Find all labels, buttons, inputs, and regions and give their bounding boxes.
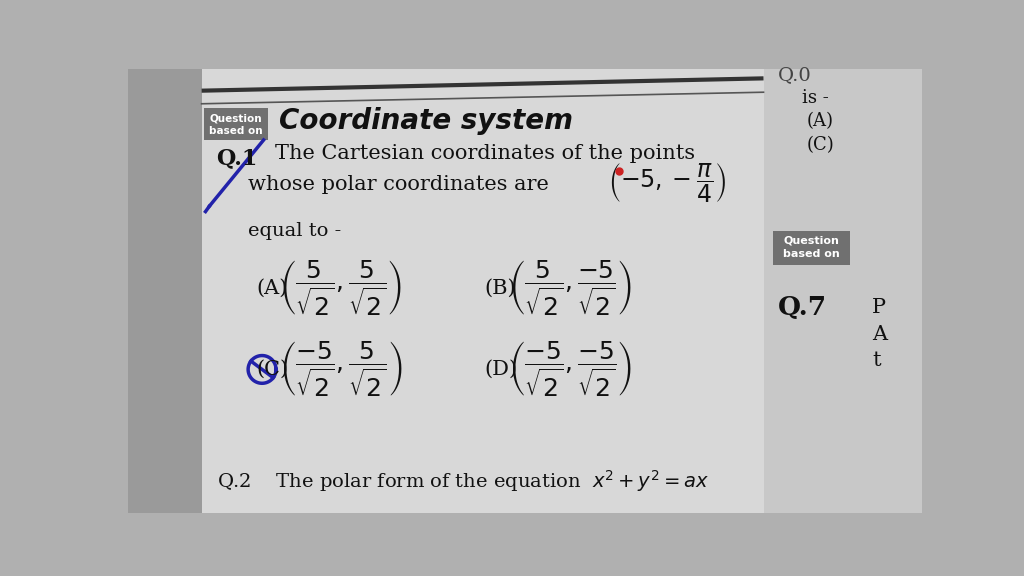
Text: equal to -: equal to - — [248, 222, 341, 240]
Text: $\left(\dfrac{-5}{\sqrt{2}},\dfrac{-5}{\sqrt{2}}\right)$: $\left(\dfrac{-5}{\sqrt{2}},\dfrac{-5}{\… — [508, 340, 632, 399]
Text: (C): (C) — [256, 360, 288, 379]
Text: Q.7: Q.7 — [777, 295, 826, 320]
Text: based on: based on — [209, 126, 262, 136]
Text: A: A — [872, 325, 887, 344]
Text: (B): (B) — [484, 279, 516, 298]
Text: Q.0: Q.0 — [777, 66, 811, 84]
Bar — [204, 108, 267, 140]
Text: Question: Question — [783, 236, 840, 246]
Text: t: t — [872, 351, 881, 370]
Bar — [202, 69, 764, 513]
Text: (A): (A) — [256, 279, 288, 298]
Text: based on: based on — [783, 249, 840, 259]
Text: (C): (C) — [806, 135, 834, 154]
Bar — [764, 69, 922, 513]
Bar — [773, 231, 850, 265]
Text: (D): (D) — [484, 360, 517, 379]
Text: Coordinate system: Coordinate system — [280, 108, 573, 135]
Text: P: P — [872, 298, 886, 317]
Text: The Cartesian coordinates of the points: The Cartesian coordinates of the points — [275, 145, 695, 164]
Text: is -: is - — [802, 89, 829, 107]
Text: Q.2    The polar form of the equation  $x^2 + y^2 = ax$: Q.2 The polar form of the equation $x^2 … — [217, 468, 709, 494]
Text: $\left(\dfrac{5}{\sqrt{2}},\dfrac{5}{\sqrt{2}}\right)$: $\left(\dfrac{5}{\sqrt{2}},\dfrac{5}{\sq… — [280, 259, 402, 318]
Text: Question: Question — [210, 113, 262, 123]
Text: $\left(-5,-\dfrac{\pi}{4}\right)$: $\left(-5,-\dfrac{\pi}{4}\right)$ — [608, 161, 726, 205]
Text: $\left(\dfrac{5}{\sqrt{2}},\dfrac{-5}{\sqrt{2}}\right)$: $\left(\dfrac{5}{\sqrt{2}},\dfrac{-5}{\s… — [508, 259, 631, 318]
Text: Q.1: Q.1 — [216, 147, 258, 169]
Bar — [128, 69, 202, 513]
Text: $\left(\dfrac{-5}{\sqrt{2}},\dfrac{5}{\sqrt{2}}\right)$: $\left(\dfrac{-5}{\sqrt{2}},\dfrac{5}{\s… — [280, 340, 402, 399]
Text: (A): (A) — [806, 112, 834, 131]
Text: whose polar coordinates are: whose polar coordinates are — [248, 175, 549, 194]
